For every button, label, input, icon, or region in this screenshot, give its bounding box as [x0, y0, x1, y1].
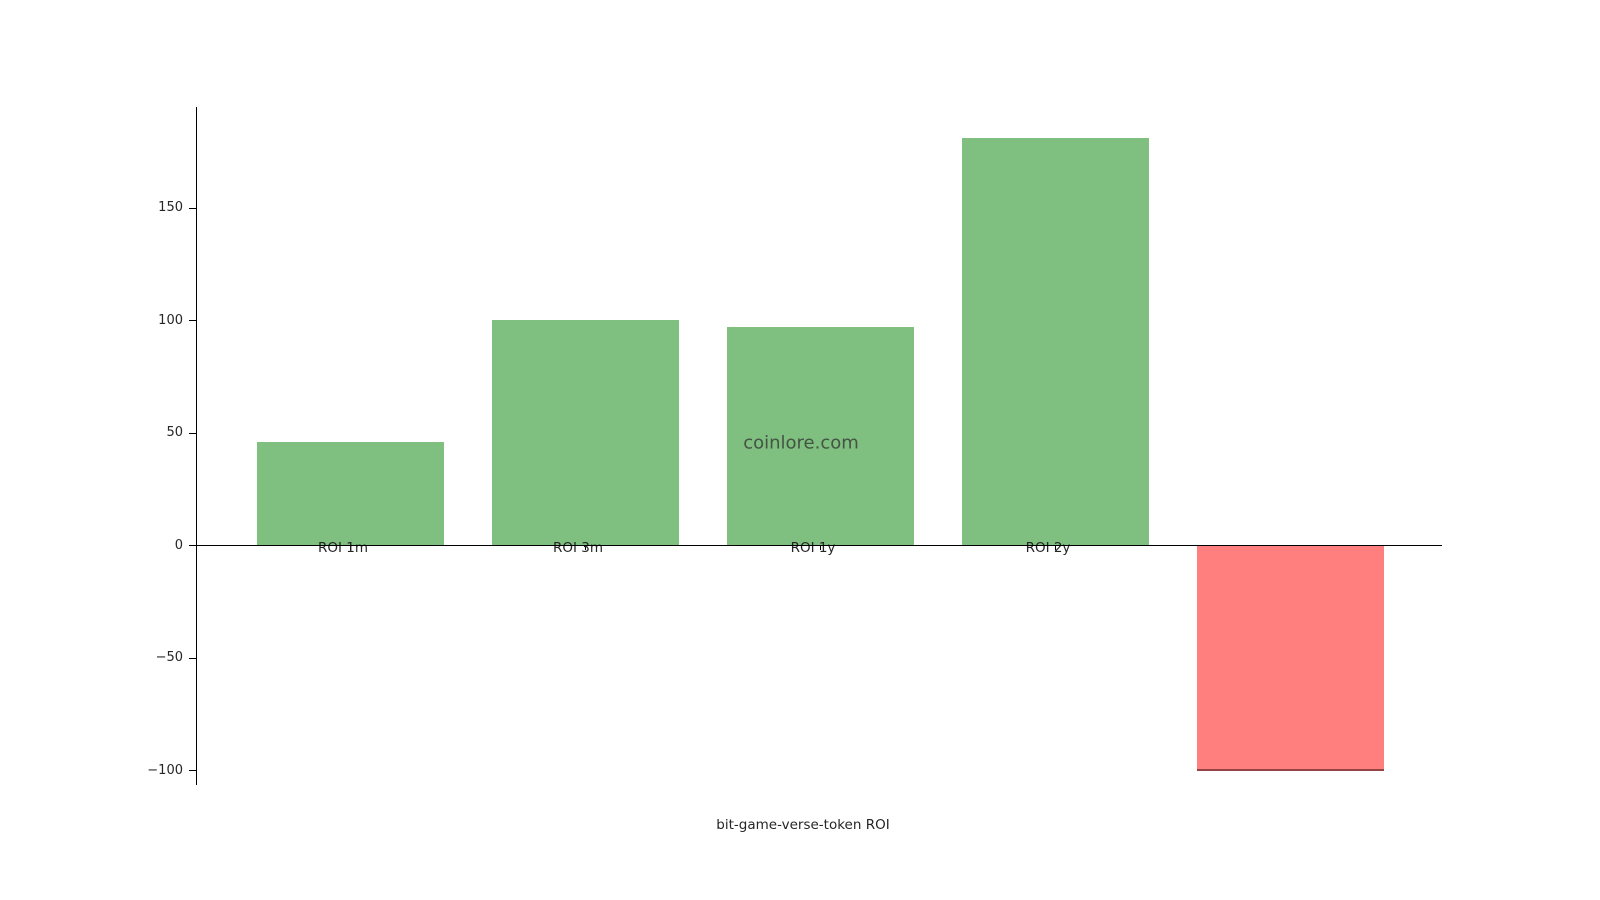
x-axis-zero-line — [196, 545, 1442, 546]
bar-roi-1m — [256, 441, 444, 545]
y-tick-mark — [189, 320, 196, 321]
x-tick-label: ROI 3m — [552, 540, 604, 556]
x-tick-label: ROI 2y — [1025, 540, 1071, 556]
x-tick-label: ROI 1y — [790, 540, 836, 556]
bar-roi-2y — [961, 137, 1149, 545]
bar-unlabeled-4 — [1196, 546, 1384, 771]
y-tick-mark — [189, 207, 196, 209]
y-tick-mark — [189, 770, 196, 771]
chart-title: bit-game-verse-token ROI — [716, 817, 890, 833]
bar-roi-3m — [491, 320, 679, 545]
y-tick-label: −50 — [155, 650, 183, 665]
watermark-text: coinlore.com — [743, 432, 859, 454]
x-tick-mark — [585, 546, 586, 550]
y-axis-spine — [196, 107, 197, 785]
x-tick-label: ROI 1m — [317, 540, 369, 556]
x-tick-mark — [820, 546, 821, 550]
bar-roi-1y — [726, 326, 914, 545]
y-tick-mark — [189, 545, 196, 546]
y-tick-mark — [189, 432, 196, 434]
x-tick-mark — [1055, 546, 1056, 550]
y-tick-label: 100 — [158, 312, 183, 328]
y-tick-label: 0 — [174, 537, 183, 553]
y-tick-label: −100 — [147, 762, 183, 778]
y-tick-label: 50 — [166, 425, 183, 440]
y-tick-mark — [189, 657, 196, 659]
y-tick-label: 150 — [158, 200, 183, 215]
x-tick-mark — [350, 546, 351, 550]
